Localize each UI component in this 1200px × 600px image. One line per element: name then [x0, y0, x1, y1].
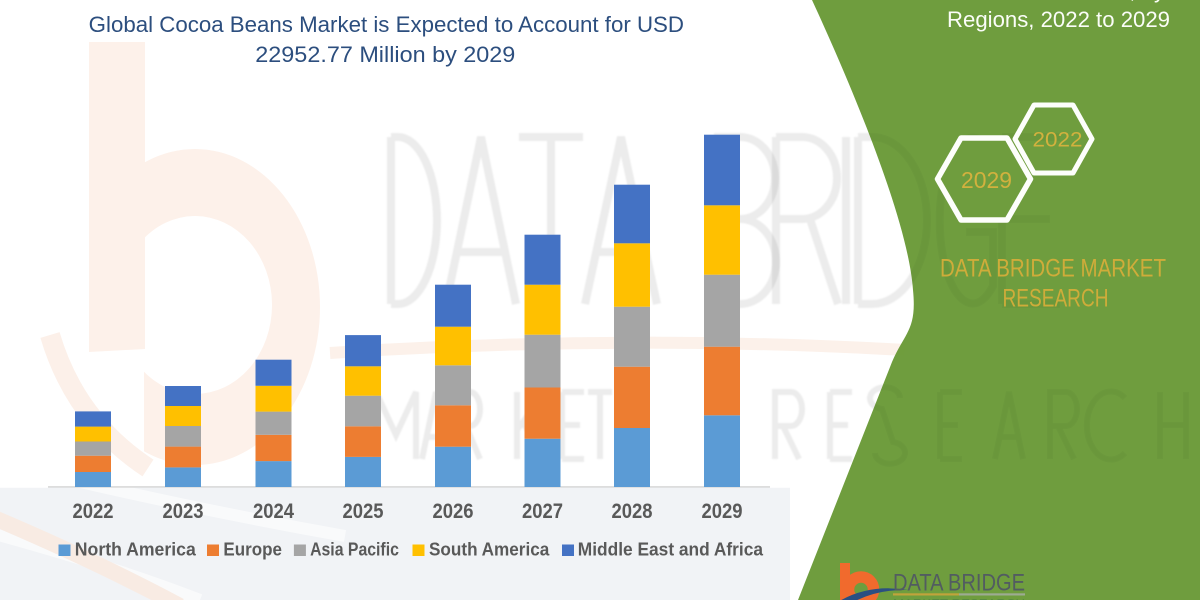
svg-text:2029: 2029	[702, 500, 743, 523]
svg-text:Regions, 2022 to 2029: Regions, 2022 to 2029	[947, 7, 1170, 32]
svg-text:Global Cocoa Beans Market, by: Global Cocoa Beans Market, by	[854, 0, 1165, 3]
svg-text:2026: 2026	[433, 500, 474, 523]
svg-text:MARKET RESEARCH: MARKET RESEARCH	[893, 596, 1025, 600]
svg-text:DATA BRIDGE: DATA BRIDGE	[893, 570, 1025, 597]
svg-text:2022: 2022	[73, 500, 114, 523]
svg-text:South America: South America	[429, 540, 550, 560]
svg-text:DATA BRIDGE MARKET: DATA BRIDGE MARKET	[940, 255, 1166, 283]
svg-text:2022: 2022	[1033, 129, 1083, 152]
svg-text:2028: 2028	[612, 500, 653, 523]
svg-text:2027: 2027	[522, 500, 563, 523]
svg-text:2029: 2029	[961, 167, 1012, 193]
svg-text:Europe: Europe	[223, 540, 282, 560]
svg-text:Global Cocoa Beans Market is E: Global Cocoa Beans Market is Expected to…	[89, 12, 684, 37]
svg-text:2023: 2023	[163, 500, 204, 523]
svg-text:2024: 2024	[253, 500, 294, 523]
svg-text:Asia Pacific: Asia Pacific	[310, 540, 399, 560]
svg-text:Middle East and Africa: Middle East and Africa	[578, 540, 764, 560]
svg-text:2025: 2025	[343, 500, 384, 523]
svg-text:RESEARCH: RESEARCH	[1003, 285, 1109, 313]
svg-text:22952.77 Million by 2029: 22952.77 Million by 2029	[255, 42, 515, 67]
svg-text:North America: North America	[75, 540, 197, 560]
